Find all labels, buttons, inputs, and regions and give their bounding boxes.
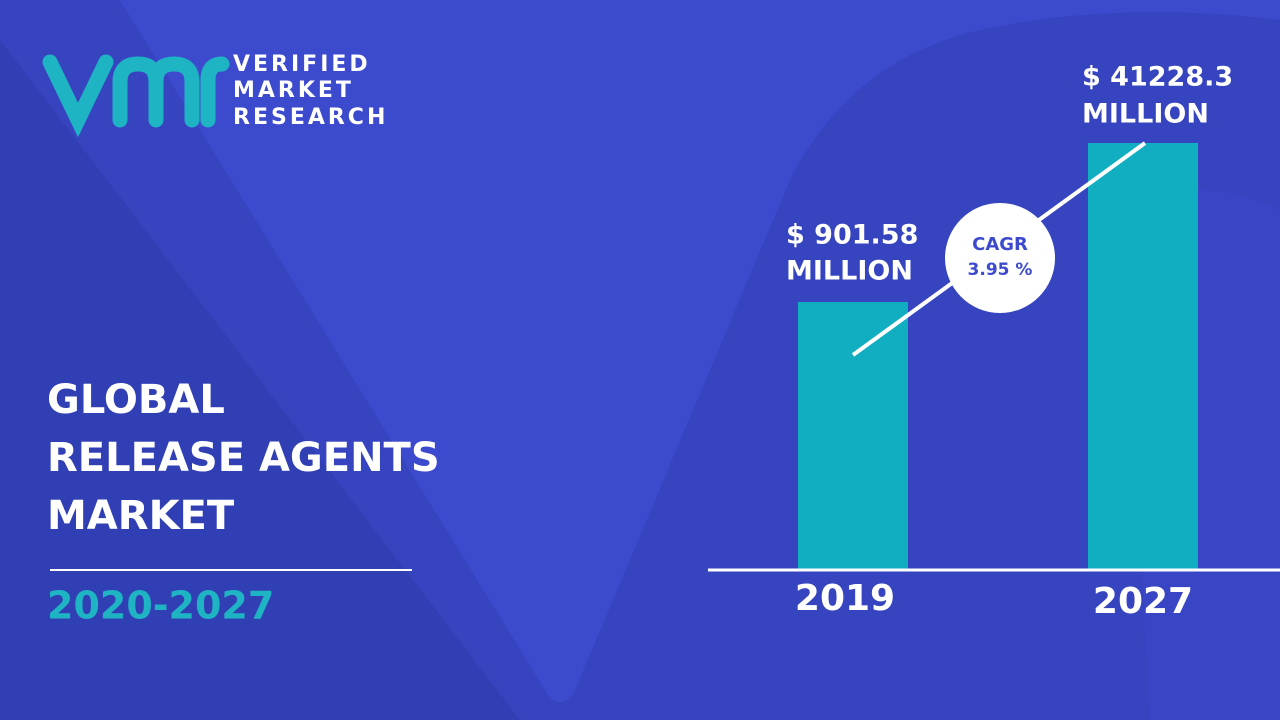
bar-label: MILLION bbox=[786, 256, 913, 287]
cagr-badge bbox=[945, 203, 1055, 313]
background-shape bbox=[0, 40, 520, 720]
cagr-value: 3.95 % bbox=[968, 260, 1033, 280]
logo-text: MARKET bbox=[233, 78, 354, 103]
bar-label: MILLION bbox=[1082, 99, 1209, 130]
title: RELEASE AGENTS bbox=[47, 435, 440, 481]
title: MARKET bbox=[47, 493, 235, 539]
logo-text: VERIFIED bbox=[233, 52, 371, 77]
bar-label: $ 41228.3 bbox=[1082, 62, 1233, 93]
bar-label: $ 901.58 bbox=[786, 220, 918, 251]
period: 2020-2027 bbox=[47, 584, 274, 628]
logo-mark bbox=[42, 54, 230, 138]
title: GLOBAL bbox=[47, 377, 225, 423]
bar bbox=[798, 302, 908, 570]
year-label: 2019 bbox=[795, 578, 895, 619]
bar bbox=[1088, 143, 1198, 570]
cagr-label: CAGR bbox=[972, 234, 1028, 255]
logo-text: RESEARCH bbox=[233, 105, 388, 130]
year-label: 2027 bbox=[1093, 581, 1193, 622]
